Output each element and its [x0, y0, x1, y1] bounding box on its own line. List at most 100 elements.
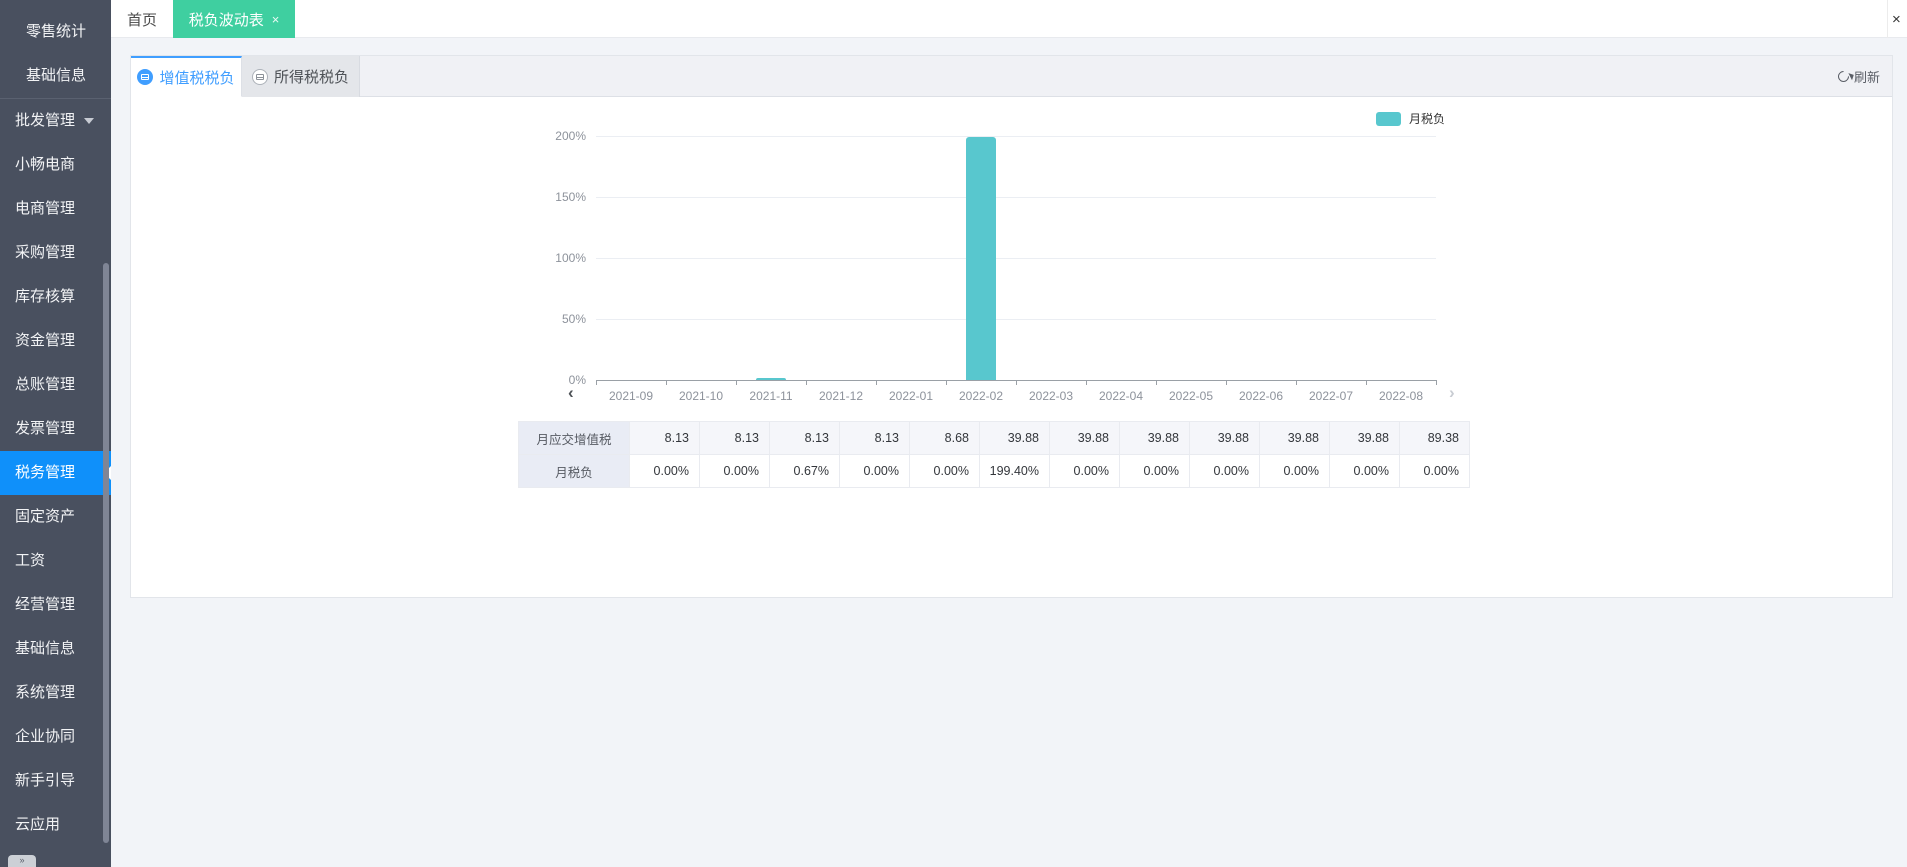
chart: 月税负 ‹ › 0% 50% 100% 150% 200% 2021-09 2021-10 2… [131, 56, 1894, 599]
y-axis-tick-label: 150% [555, 190, 586, 204]
window-tab-bar: 首页 税负波动表 × × [111, 0, 1907, 38]
sidebar-item-label: 库存核算 [15, 288, 76, 305]
table-cell: 39.88 [979, 421, 1050, 455]
refresh-button[interactable]: 刷新 [1835, 56, 1880, 97]
table-cell: 0.00% [699, 454, 770, 488]
bar-2022-02 [966, 137, 996, 380]
sidebar-item-procurement-management[interactable]: 采购管理 [0, 231, 111, 275]
sidebar-item-fixed-assets[interactable]: 固定资产 [0, 495, 111, 539]
table-cell: 39.88 [1119, 421, 1190, 455]
sidebar-item-basic-info[interactable]: 基础信息 [0, 627, 111, 671]
table-cell: 8.13 [629, 421, 700, 455]
table-row: 月应交增值税 8.13 8.13 8.13 8.13 8.68 39.88 39.88 39.8… [518, 421, 1470, 455]
table-row-header: 月税负 [518, 454, 630, 488]
table-cell: 0.00% [1189, 454, 1260, 488]
sidebar-item-label: 小畅电商 [15, 156, 76, 173]
sidebar-item-beginner-guide[interactable]: 新手引导 [0, 759, 111, 803]
table-cell: 8.13 [839, 421, 910, 455]
sidebar-item-invoice-management[interactable]: 发票管理 [0, 407, 111, 451]
y-axis-tick-label: 100% [555, 251, 586, 265]
sidebar-item-label: 工资 [15, 552, 46, 569]
sidebar-item-operations-management[interactable]: 经营管理 [0, 583, 111, 627]
table-cell: 8.13 [769, 421, 840, 455]
x-axis-tick [806, 380, 807, 385]
sidebar-item-label: 经营管理 [15, 596, 76, 613]
sidebar-item-enterprise-collaboration[interactable]: 企业协同 [0, 715, 111, 759]
y-axis-tick-label: 200% [555, 129, 586, 143]
sidebar-item-funds-management[interactable]: 资金管理 [0, 319, 111, 363]
gridline [596, 319, 1436, 320]
table-cell: 0.00% [1049, 454, 1120, 488]
sidebar-item-cloud-apps[interactable]: 云应用 [0, 803, 111, 847]
x-axis-label: 2022-06 [1238, 389, 1284, 403]
data-table: 月应交增值税 8.13 8.13 8.13 8.13 8.68 39.88 39.88 39.8… [518, 421, 1470, 488]
sidebar-item-label: 资金管理 [15, 332, 76, 349]
chart-next-button[interactable]: › [1449, 383, 1455, 402]
panel-tab-income-tax[interactable]: 所得税税负 [242, 56, 360, 97]
sidebar-item-label: 发票管理 [15, 420, 76, 437]
tab-bar-close-icon[interactable]: × [1892, 10, 1901, 28]
x-axis-tick [1296, 380, 1297, 385]
tab-tax-fluctuation[interactable]: 税负波动表 × [173, 0, 295, 38]
sidebar-collapse-button[interactable]: » [8, 855, 36, 867]
tab-home[interactable]: 首页 [111, 0, 173, 38]
sidebar-item-system-management[interactable]: 系统管理 [0, 671, 111, 715]
tab-close-icon[interactable]: × [271, 11, 280, 27]
sidebar-item-label: 系统管理 [15, 684, 76, 701]
table-cell: 89.38 [1399, 421, 1470, 455]
x-axis-label: 2022-04 [1098, 389, 1144, 403]
panel-tab-vat-label: 增值税税负 [159, 69, 235, 87]
content-card: 增值税税负 所得税税负 刷新 月税负 ‹ › 0% 50% 100% 150% 200%… [130, 55, 1893, 598]
sidebar-item-tax-management[interactable]: 税务管理 [0, 451, 111, 495]
table-cell: 0.00% [1259, 454, 1330, 488]
sidebar-item-wholesale-management[interactable]: 批发管理 [0, 99, 111, 143]
panel-tab-header: 增值税税负 所得税税负 刷新 [131, 56, 1892, 97]
legend-swatch [1376, 111, 1401, 126]
x-axis-tick [1016, 380, 1017, 385]
sidebar-item-xiaochang-ecommerce[interactable]: 小畅电商 [0, 143, 111, 187]
table-row: 月税负 0.00% 0.00% 0.67% 0.00% 0.00% 199.40% 0.00%… [518, 454, 1470, 488]
x-axis-label: 2021-12 [818, 389, 864, 403]
chevron-down-icon [84, 118, 95, 125]
sidebar-item-basic-info-top[interactable]: 基础信息 [0, 54, 111, 98]
sidebar-item-label: 零售统计 [26, 23, 87, 40]
table-cell: 39.88 [1259, 421, 1330, 455]
sidebar-item-label: 批发管理 [15, 112, 76, 129]
table-cell: 0.00% [1399, 454, 1470, 488]
table-cell: 199.40% [979, 454, 1050, 488]
gridline [596, 136, 1436, 137]
table-cell: 39.88 [1049, 421, 1120, 455]
x-axis-tick [1156, 380, 1157, 385]
sidebar-item-general-ledger[interactable]: 总账管理 [0, 363, 111, 407]
table-cell: 8.68 [909, 421, 980, 455]
table-cell: 39.88 [1189, 421, 1260, 455]
table-cell: 0.00% [1119, 454, 1190, 488]
sidebar: 零售统计 基础信息 批发管理 小畅电商 电商管理 采购管理 库存核算 资金管理 总账管理 发票管理… [0, 0, 111, 867]
sidebar-item-label: 总账管理 [15, 376, 76, 393]
table-cell: 0.00% [839, 454, 910, 488]
chart-prev-button[interactable]: ‹ [568, 383, 574, 402]
sidebar-item-ecommerce-management[interactable]: 电商管理 [0, 187, 111, 231]
sidebar-item-retail-statistics[interactable]: 零售统计 [0, 10, 111, 54]
sidebar-scrollbar[interactable] [103, 263, 109, 843]
x-axis-tick [946, 380, 947, 385]
sidebar-menu: 零售统计 基础信息 批发管理 小畅电商 电商管理 采购管理 库存核算 资金管理 总账管理 发票管理… [0, 0, 111, 847]
x-axis-tick [1226, 380, 1227, 385]
x-axis-label: 2022-08 [1378, 389, 1424, 403]
chart-legend[interactable]: 月税负 [1376, 110, 1445, 127]
x-axis-tick [666, 380, 667, 385]
panel-tab-income-tax-label: 所得税税负 [273, 69, 349, 86]
tab-bar-right-zone: × [1887, 0, 1907, 38]
panel-tab-vat[interactable]: 增值税税负 [131, 56, 242, 97]
x-axis-label: 2022-01 [888, 389, 934, 403]
table-cell: 39.88 [1329, 421, 1400, 455]
sidebar-item-label: 税务管理 [15, 464, 76, 481]
y-axis-tick-label: 50% [561, 312, 586, 326]
table-cell: 0.00% [629, 454, 700, 488]
sidebar-item-label: 电商管理 [15, 200, 76, 217]
tab-home-label: 首页 [126, 11, 157, 29]
sidebar-item-payroll[interactable]: 工资 [0, 539, 111, 583]
x-axis-tick [1366, 380, 1367, 385]
data-table-body: 月应交增值税 8.13 8.13 8.13 8.13 8.68 39.88 39.88 39.8… [518, 421, 1470, 488]
sidebar-item-inventory-accounting[interactable]: 库存核算 [0, 275, 111, 319]
